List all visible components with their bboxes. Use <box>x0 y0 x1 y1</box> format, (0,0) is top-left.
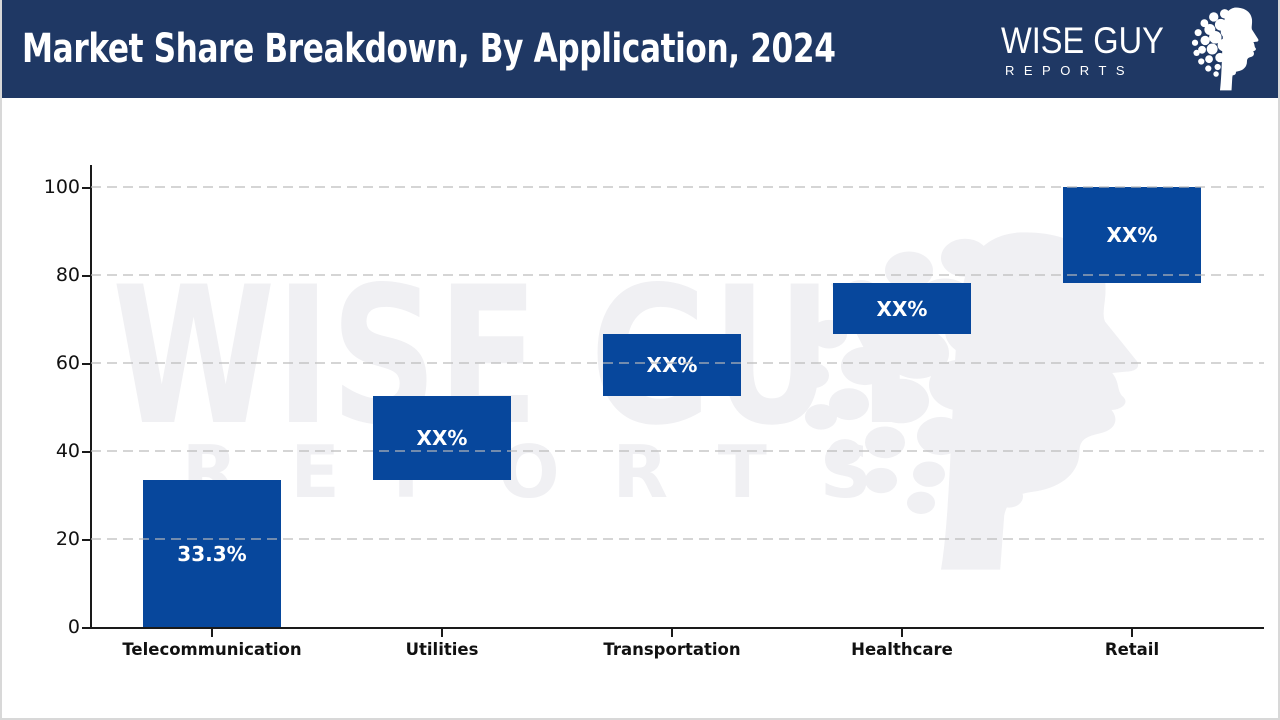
bar-value-label: XX% <box>416 426 468 451</box>
y-tick-100 <box>82 186 90 189</box>
bar-value-label: 33.3% <box>177 541 247 566</box>
x-axis-label-healthcare: Healthcare <box>851 640 953 659</box>
x-tick-retail <box>1131 629 1133 637</box>
gridline-60 <box>91 362 1264 364</box>
y-tick-40 <box>82 450 90 453</box>
header: Market Share Breakdown, By Application, … <box>2 0 1278 98</box>
y-tick-label-60: 60 <box>55 352 80 374</box>
x-axis-line <box>90 627 1264 629</box>
bar-value-label: XX% <box>646 353 698 378</box>
y-tick-label-80: 80 <box>55 264 80 286</box>
gridline-100 <box>91 186 1264 188</box>
bar-value-label: XX% <box>876 296 928 321</box>
y-tick-80 <box>82 274 90 277</box>
bar-value-label: XX% <box>1106 223 1158 248</box>
y-tick-label-40: 40 <box>55 440 80 462</box>
watermark-wordmark: WISE GUY <box>112 246 940 467</box>
gridline-80 <box>91 274 1264 276</box>
x-tick-telecommunication <box>211 629 213 637</box>
watermark-reports: REPORTS <box>182 430 925 514</box>
bar-telecommunication: 33.3% <box>143 480 281 627</box>
y-tick-20 <box>82 538 90 541</box>
x-axis-label-transportation: Transportation <box>603 640 741 659</box>
y-tick-label-100: 100 <box>43 176 80 198</box>
logo-wordmark: WISE GUY REPORTS <box>1000 19 1186 78</box>
x-axis-label-utilities: Utilities <box>405 640 479 659</box>
logo-reports-text: REPORTS <box>1004 62 1135 78</box>
x-tick-utilities <box>441 629 443 637</box>
y-axis-line <box>90 165 92 629</box>
x-axis-label-telecommunication: Telecommunication <box>122 640 302 659</box>
x-tick-transportation <box>671 629 673 637</box>
bar-transportation: XX% <box>603 333 741 397</box>
x-axis-label-retail: Retail <box>1104 640 1160 659</box>
y-tick-label-0: 0 <box>67 616 80 638</box>
gridline-20 <box>91 538 1264 540</box>
y-tick-0 <box>82 626 90 629</box>
logo-wordmark-text: WISE GUY <box>1000 19 1164 61</box>
page-title: Market Share Breakdown, By Application, … <box>22 26 836 72</box>
bar-retail: XX% <box>1063 187 1201 284</box>
brand-logo: WISE GUY REPORTS <box>1001 6 1266 92</box>
bar-utilities: XX% <box>373 396 511 481</box>
x-tick-healthcare <box>901 629 903 637</box>
gridline-40 <box>91 450 1264 452</box>
head-profile-logo-icon <box>1188 6 1266 92</box>
bar-healthcare: XX% <box>833 283 971 334</box>
y-tick-label-20: 20 <box>55 528 80 550</box>
y-tick-60 <box>82 362 90 365</box>
